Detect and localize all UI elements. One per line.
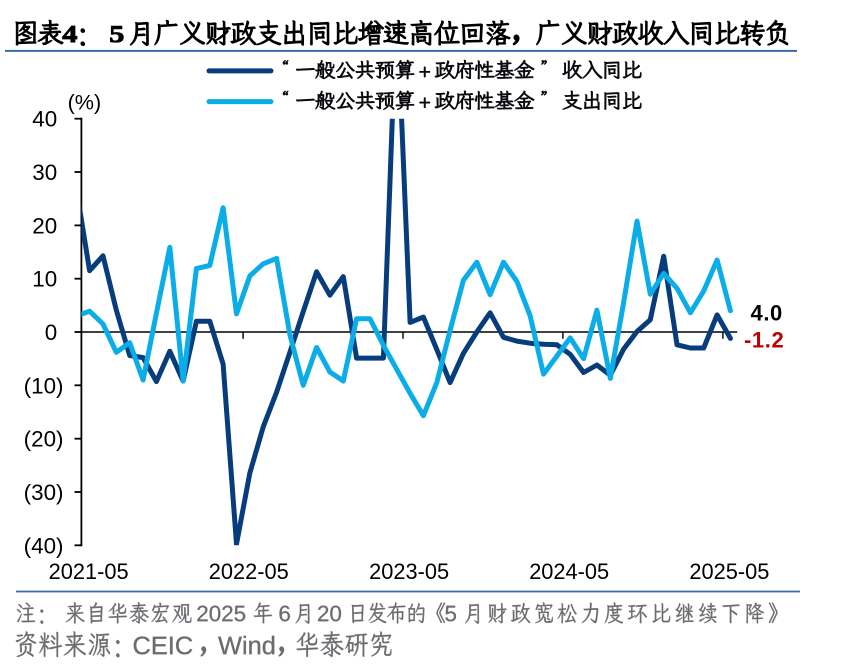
svg-text:2024-05: 2024-05 — [529, 559, 609, 584]
svg-text:10: 10 — [32, 267, 57, 292]
svg-text:0: 0 — [45, 320, 57, 345]
svg-text:20: 20 — [32, 213, 57, 238]
svg-text:2022-05: 2022-05 — [209, 559, 289, 584]
svg-text:4.0: 4.0 — [751, 300, 783, 325]
svg-text:-1.2: -1.2 — [744, 327, 784, 352]
svg-text:(20): (20) — [24, 427, 64, 452]
svg-text:(10): (10) — [24, 373, 64, 398]
svg-text:2025-05: 2025-05 — [689, 559, 769, 584]
svg-text:(30): (30) — [24, 480, 64, 505]
svg-text:40: 40 — [32, 107, 57, 132]
svg-text:(40): (40) — [24, 533, 64, 558]
svg-text:2023-05: 2023-05 — [369, 559, 449, 584]
svg-text:2021-05: 2021-05 — [49, 559, 129, 584]
svg-text:(%): (%) — [68, 89, 102, 114]
svg-text:30: 30 — [32, 160, 57, 185]
